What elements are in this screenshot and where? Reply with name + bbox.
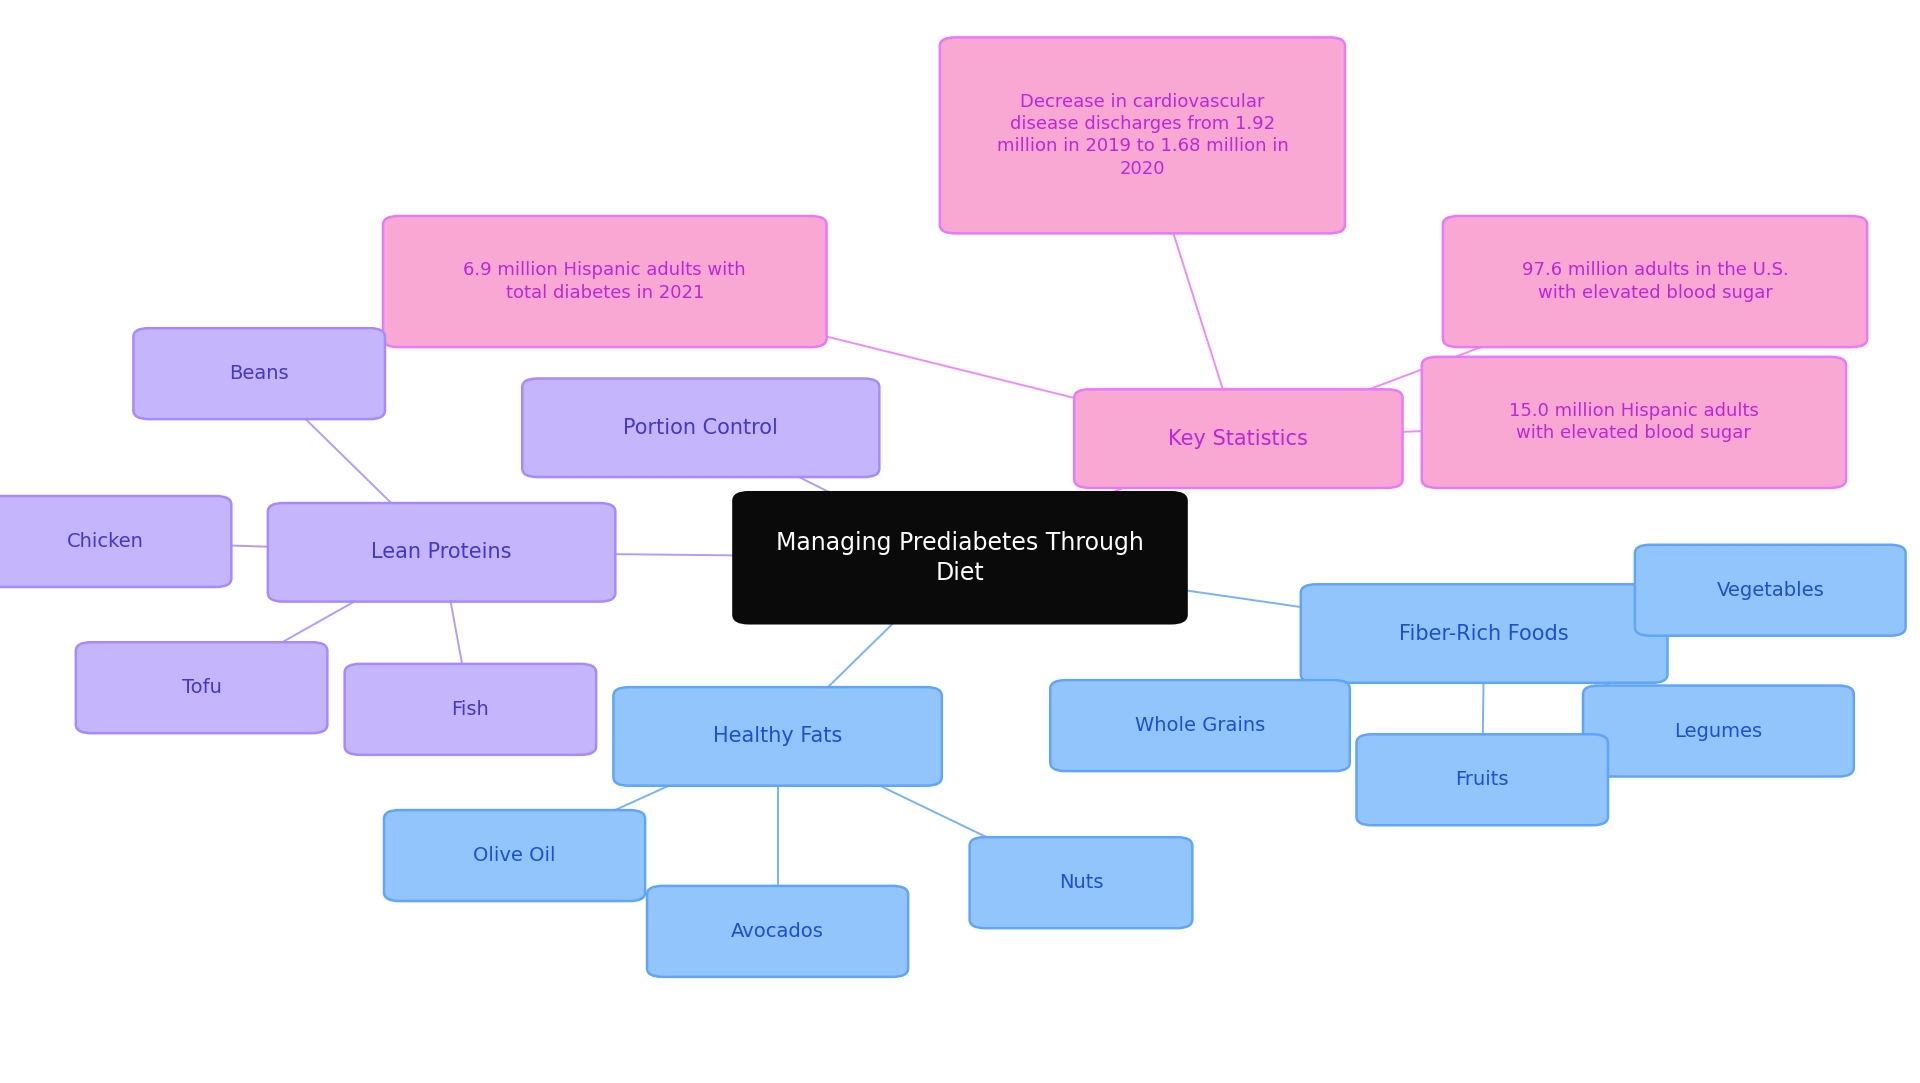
Text: Chicken: Chicken	[67, 532, 144, 551]
Text: Portion Control: Portion Control	[624, 418, 778, 438]
Text: 97.6 million adults in the U.S.
with elevated blood sugar: 97.6 million adults in the U.S. with ele…	[1523, 261, 1788, 302]
Text: 15.0 million Hispanic adults
with elevated blood sugar: 15.0 million Hispanic adults with elevat…	[1509, 402, 1759, 443]
FancyBboxPatch shape	[269, 503, 614, 602]
Text: Fiber-Rich Foods: Fiber-Rich Foods	[1400, 624, 1569, 643]
FancyBboxPatch shape	[522, 379, 879, 477]
Text: Key Statistics: Key Statistics	[1169, 429, 1308, 448]
FancyBboxPatch shape	[939, 37, 1344, 234]
FancyBboxPatch shape	[132, 328, 384, 419]
Text: Whole Grains: Whole Grains	[1135, 716, 1265, 735]
FancyBboxPatch shape	[384, 217, 826, 347]
FancyBboxPatch shape	[1302, 585, 1667, 683]
FancyBboxPatch shape	[75, 642, 326, 733]
Text: Legumes: Legumes	[1674, 721, 1763, 741]
Text: Vegetables: Vegetables	[1716, 580, 1824, 600]
Text: Decrease in cardiovascular
disease discharges from 1.92
million in 2019 to 1.68 : Decrease in cardiovascular disease disch…	[996, 93, 1288, 178]
Text: Lean Proteins: Lean Proteins	[371, 543, 513, 562]
Text: Nuts: Nuts	[1058, 873, 1104, 892]
FancyBboxPatch shape	[1075, 390, 1402, 488]
Text: Managing Prediabetes Through
Diet: Managing Prediabetes Through Diet	[776, 531, 1144, 585]
Text: Avocados: Avocados	[732, 922, 824, 941]
FancyBboxPatch shape	[647, 886, 908, 977]
FancyBboxPatch shape	[1050, 680, 1350, 771]
Text: Fish: Fish	[451, 700, 490, 719]
FancyBboxPatch shape	[1636, 545, 1905, 636]
FancyBboxPatch shape	[0, 496, 230, 587]
FancyBboxPatch shape	[1444, 217, 1866, 347]
FancyBboxPatch shape	[970, 837, 1192, 928]
Text: Olive Oil: Olive Oil	[474, 846, 555, 865]
FancyBboxPatch shape	[1421, 357, 1845, 488]
FancyBboxPatch shape	[1356, 734, 1609, 825]
FancyBboxPatch shape	[733, 493, 1187, 624]
FancyBboxPatch shape	[1582, 686, 1855, 777]
Text: Healthy Fats: Healthy Fats	[712, 727, 843, 746]
FancyBboxPatch shape	[384, 810, 645, 901]
Text: 6.9 million Hispanic adults with
total diabetes in 2021: 6.9 million Hispanic adults with total d…	[463, 261, 747, 302]
FancyBboxPatch shape	[346, 664, 595, 755]
FancyBboxPatch shape	[614, 687, 941, 786]
Text: Beans: Beans	[228, 364, 290, 383]
Text: Tofu: Tofu	[182, 678, 221, 697]
Text: Fruits: Fruits	[1455, 770, 1509, 790]
